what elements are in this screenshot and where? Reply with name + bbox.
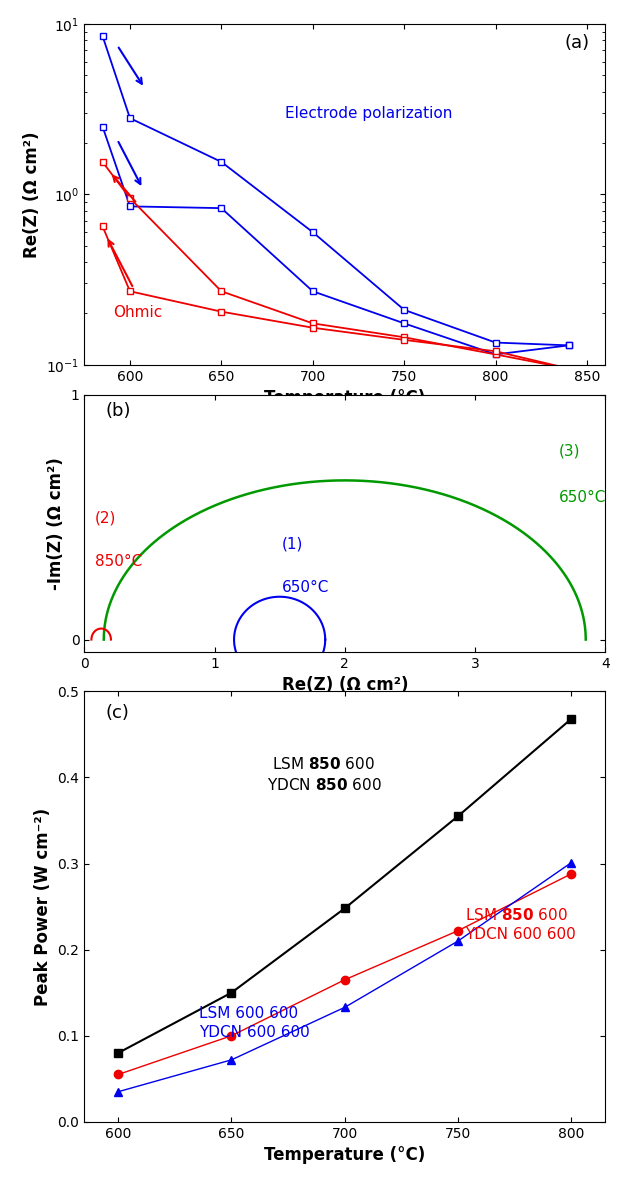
Text: (2): (2) [95, 511, 116, 525]
Text: 650°C: 650°C [282, 580, 329, 596]
Text: LSM 600 600
YDCN 600 600: LSM 600 600 YDCN 600 600 [199, 1006, 310, 1041]
Text: 850°C: 850°C [95, 554, 142, 569]
Y-axis label: -Im(Z) (Ω cm²): -Im(Z) (Ω cm²) [47, 457, 65, 590]
Text: Ohmic: Ohmic [114, 305, 163, 321]
X-axis label: Temperature (°C): Temperature (°C) [264, 1146, 426, 1164]
X-axis label: Re(Z) (Ω cm²): Re(Z) (Ω cm²) [281, 676, 408, 694]
Text: LSM $\mathbf{850}$ 600
YDCN 600 600: LSM $\mathbf{850}$ 600 YDCN 600 600 [465, 907, 575, 942]
Y-axis label: Peak Power (W cm⁻²): Peak Power (W cm⁻²) [34, 807, 52, 1006]
Text: (b): (b) [105, 402, 130, 421]
Text: (a): (a) [565, 35, 590, 53]
Text: LSM $\mathbf{850}$ 600
YDCN $\mathbf{850}$ 600: LSM $\mathbf{850}$ 600 YDCN $\mathbf{850… [266, 756, 381, 793]
Text: (3): (3) [558, 444, 580, 459]
Text: (c): (c) [105, 704, 129, 722]
Text: Electrode polarization: Electrode polarization [285, 106, 453, 121]
Text: 650°C: 650°C [558, 490, 606, 505]
Y-axis label: Re(Z) (Ω cm²): Re(Z) (Ω cm²) [22, 132, 41, 257]
Text: (1): (1) [282, 536, 304, 551]
X-axis label: Temperature (°C): Temperature (°C) [264, 389, 426, 407]
